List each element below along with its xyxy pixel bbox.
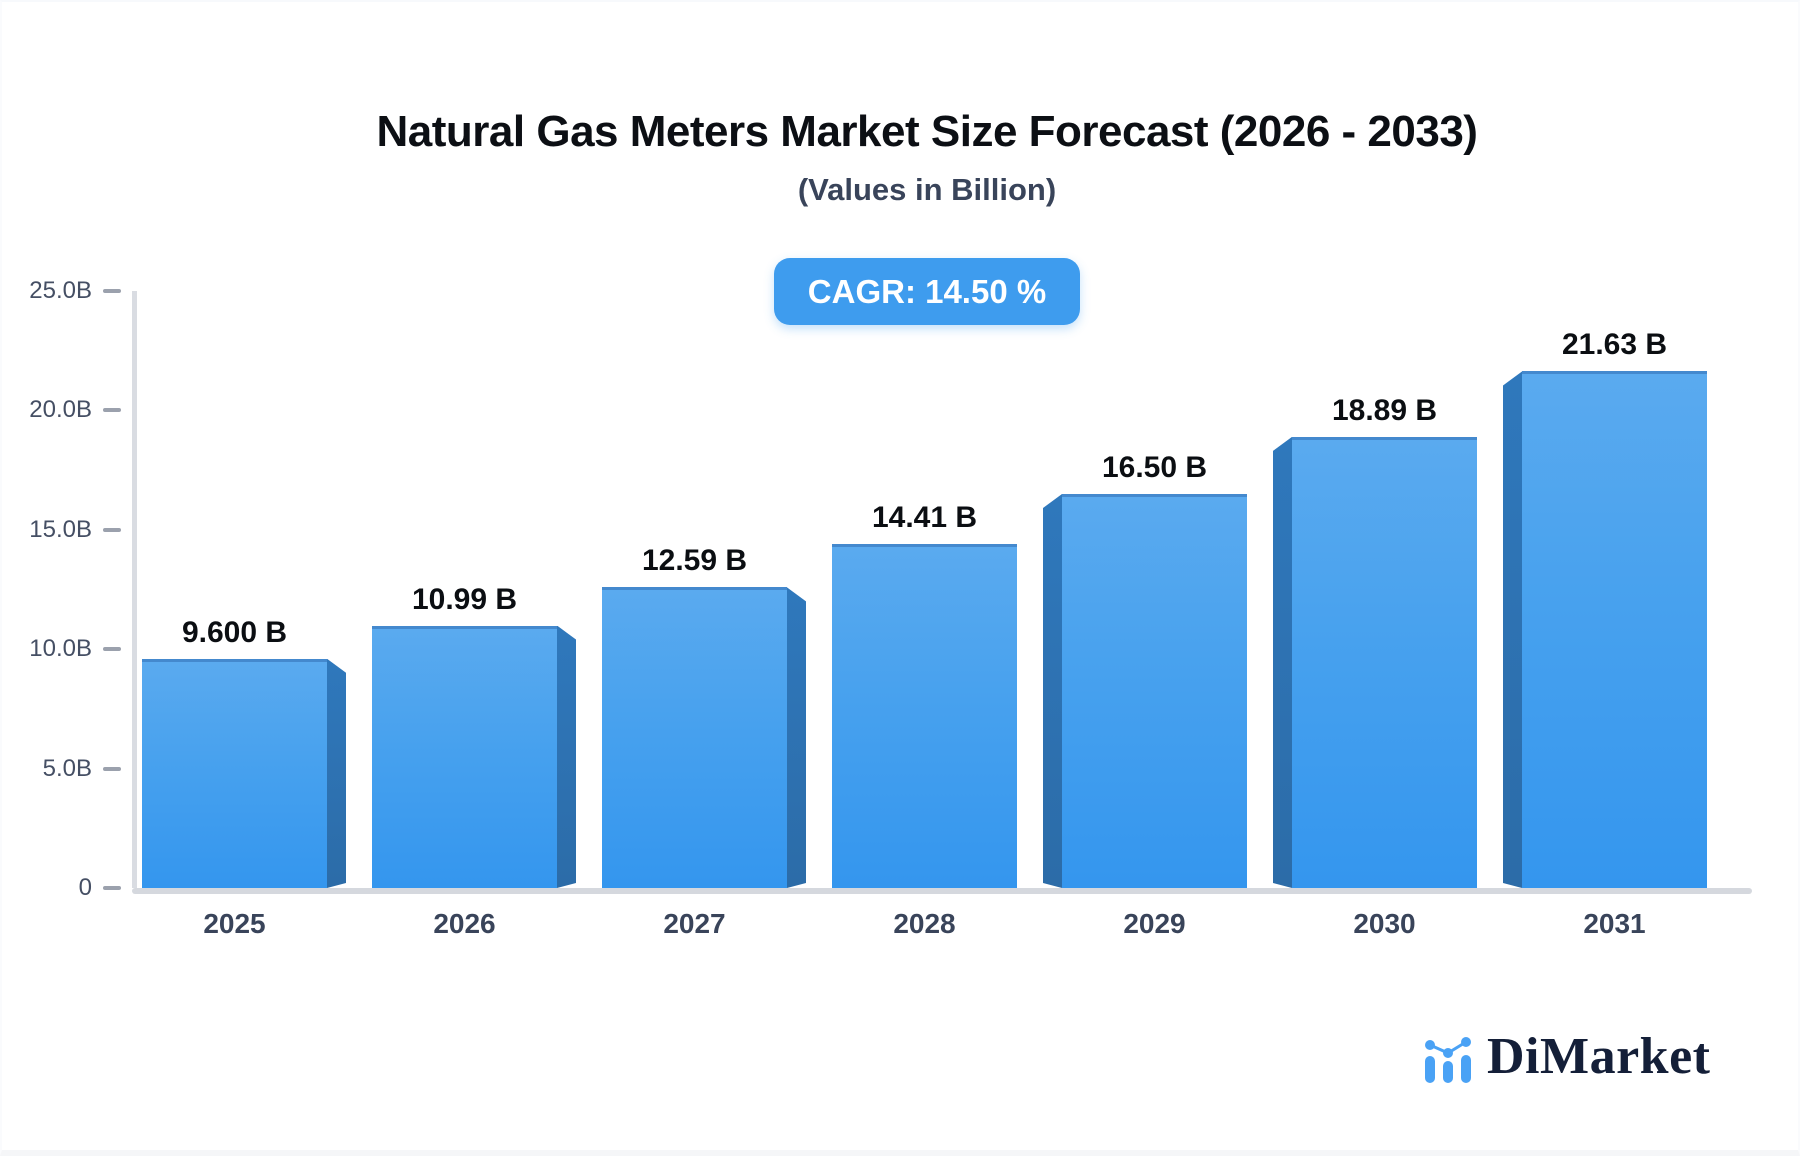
- cagr-badge: CAGR: 14.50 %: [773, 257, 1081, 325]
- x-axis-label: 2030: [1353, 908, 1416, 939]
- y-axis-tick: [103, 766, 121, 771]
- bar-face: [1062, 493, 1247, 888]
- bar-group-2027: [602, 587, 806, 888]
- x-axis-label: 2029: [1123, 908, 1186, 939]
- x-axis-label: 2026: [433, 908, 496, 939]
- bar-side-panel: [557, 626, 576, 888]
- bar-value-label: 14.41 B: [871, 500, 978, 534]
- y-axis-label: 25.0B: [29, 277, 92, 304]
- bar-group-2031: [1503, 371, 1707, 888]
- bar-face: [142, 658, 327, 888]
- y-axis-tick: [103, 886, 121, 890]
- y-axis-label: 10.0B: [29, 635, 92, 663]
- bar-value-label: 21.63 B: [1561, 328, 1668, 362]
- y-axis-line: [132, 291, 137, 888]
- y-axis-label: 15.0B: [29, 515, 92, 543]
- bar-face: [602, 587, 787, 888]
- bar-value-label: 18.89 B: [1331, 393, 1438, 427]
- y-axis-tick: [103, 527, 121, 532]
- bar-group-2025: [142, 658, 346, 888]
- bar-side-panel: [1273, 437, 1292, 888]
- bar-face: [1292, 436, 1477, 888]
- bar-group-2028: [832, 543, 1017, 888]
- bar-chart-logo-icon: [1425, 1037, 1471, 1083]
- brand-logo: DiMarket: [1422, 1030, 1710, 1084]
- bar-face: [372, 625, 557, 888]
- y-axis-tick: [103, 289, 121, 293]
- y-axis-label: 5.0B: [42, 754, 92, 782]
- bar-face: [832, 543, 1017, 888]
- y-axis-tick: [103, 647, 121, 652]
- bar-value-label: 9.600 B: [181, 615, 288, 649]
- y-axis-label: 0: [78, 874, 92, 901]
- bar-value-label: 10.99 B: [411, 582, 518, 616]
- chart-subtitle: (Values in Billion): [797, 171, 1057, 207]
- y-axis-label: 20.0B: [29, 396, 92, 424]
- x-axis-line: [132, 888, 1752, 894]
- bar-side-panel: [327, 659, 346, 888]
- bar-group-2026: [372, 625, 576, 888]
- chart-header: Natural Gas Meters Market Size Forecast …: [52, 2, 1798, 325]
- bar-group-2029: [1043, 493, 1247, 888]
- chart-title: Natural Gas Meters Market Size Forecast …: [376, 107, 1478, 156]
- x-axis-label: 2031: [1583, 908, 1646, 939]
- bar-value-label: 12.59 B: [641, 544, 748, 578]
- y-axis-tick: [103, 408, 121, 413]
- x-axis-label: 2027: [663, 908, 726, 939]
- bar-side-panel: [1043, 494, 1062, 888]
- x-axis-label: 2028: [893, 908, 956, 939]
- bar-face: [1522, 371, 1707, 888]
- bar-group-2030: [1273, 436, 1477, 888]
- bar-value-label: 16.50 B: [1101, 450, 1208, 484]
- bar-side-panel: [787, 587, 806, 888]
- x-axis-label: 2025: [203, 908, 266, 939]
- logo-text: DiMarket: [1487, 1028, 1711, 1085]
- bar-side-panel: [1503, 371, 1522, 888]
